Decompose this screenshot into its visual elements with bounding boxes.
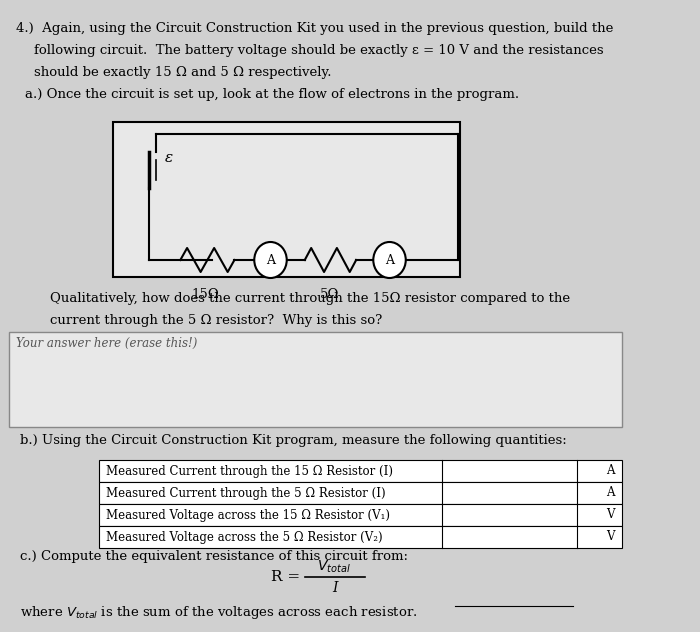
FancyBboxPatch shape <box>9 332 622 427</box>
Text: 5Ω: 5Ω <box>319 288 339 301</box>
Text: ε: ε <box>165 151 173 165</box>
Text: Measured Voltage across the 15 Ω Resistor (V₁): Measured Voltage across the 15 Ω Resisto… <box>106 509 391 521</box>
Text: should be exactly 15 Ω and 5 Ω respectively.: should be exactly 15 Ω and 5 Ω respectiv… <box>34 66 332 79</box>
Text: following circuit.  The battery voltage should be exactly ε = 10 V and the resis: following circuit. The battery voltage s… <box>34 44 604 57</box>
Text: 15Ω: 15Ω <box>192 288 220 301</box>
Text: I: I <box>332 581 338 595</box>
FancyBboxPatch shape <box>99 526 622 548</box>
Text: V: V <box>606 509 615 521</box>
Text: 4.)  Again, using the Circuit Construction Kit you used in the previous question: 4.) Again, using the Circuit Constructio… <box>16 22 614 35</box>
Circle shape <box>373 242 406 278</box>
Text: V: V <box>606 530 615 544</box>
Text: $V_{total}$: $V_{total}$ <box>317 559 351 575</box>
Text: c.) Compute the equivalent resistance of this circuit from:: c.) Compute the equivalent resistance of… <box>20 550 408 563</box>
Text: Qualitatively, how does the current through the 15Ω resistor compared to the: Qualitatively, how does the current thro… <box>50 292 570 305</box>
Text: A: A <box>385 253 394 267</box>
Text: b.) Using the Circuit Construction Kit program, measure the following quantities: b.) Using the Circuit Construction Kit p… <box>20 434 566 447</box>
Text: R =: R = <box>270 570 300 584</box>
Text: current through the 5 Ω resistor?  Why is this so?: current through the 5 Ω resistor? Why is… <box>50 314 382 327</box>
Text: a.) Once the circuit is set up, look at the flow of electrons in the program.: a.) Once the circuit is set up, look at … <box>25 88 519 101</box>
FancyBboxPatch shape <box>99 460 622 482</box>
FancyBboxPatch shape <box>113 122 460 277</box>
FancyBboxPatch shape <box>99 504 622 526</box>
Text: A: A <box>266 253 275 267</box>
Text: Measured Current through the 15 Ω Resistor (I): Measured Current through the 15 Ω Resist… <box>106 465 393 478</box>
Circle shape <box>254 242 287 278</box>
Text: where $V_{total}$ is the sum of the voltages across each resistor.: where $V_{total}$ is the sum of the volt… <box>20 604 417 621</box>
Text: Measured Voltage across the 5 Ω Resistor (V₂): Measured Voltage across the 5 Ω Resistor… <box>106 530 383 544</box>
Text: Measured Current through the 5 Ω Resistor (I): Measured Current through the 5 Ω Resisto… <box>106 487 386 499</box>
Text: A: A <box>606 487 615 499</box>
FancyBboxPatch shape <box>99 482 622 504</box>
Text: A: A <box>606 465 615 478</box>
Text: Your answer here (erase this!): Your answer here (erase this!) <box>16 337 197 350</box>
